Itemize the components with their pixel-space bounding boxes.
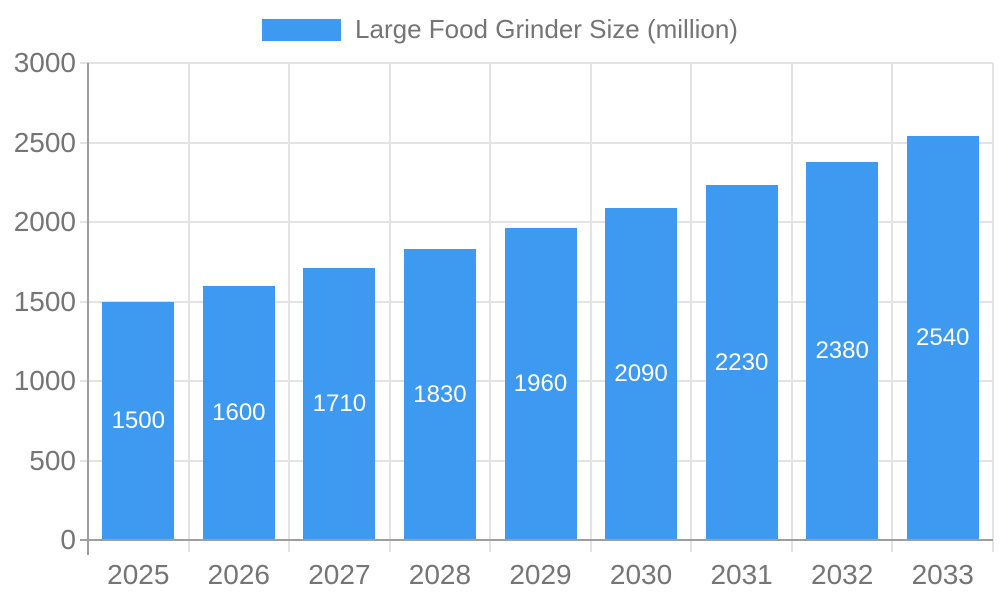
bar-2028[interactable] <box>403 249 476 540</box>
x-axis-tick-label-2033: 2033 <box>911 559 974 590</box>
gridline-vertical <box>187 63 190 552</box>
x-axis-baseline <box>80 539 993 541</box>
bar-value-label-2031: 2230 <box>714 348 769 376</box>
bar-2026[interactable] <box>202 285 275 540</box>
legend: Large Food Grinder Size (million) <box>0 14 1000 45</box>
y-axis-tick-label: 1000 <box>13 365 76 396</box>
x-axis-tick-label-2026: 2026 <box>207 559 270 590</box>
bar-2025[interactable] <box>102 301 175 540</box>
x-axis-tick-label-2029: 2029 <box>509 559 572 590</box>
bar-2029[interactable] <box>504 228 577 540</box>
gridline-vertical <box>891 63 894 552</box>
gridline-vertical <box>388 63 391 552</box>
x-axis-tick-label-2025: 2025 <box>107 559 170 590</box>
x-axis-tick-label-2030: 2030 <box>609 559 673 590</box>
gridline-horizontal <box>80 221 993 223</box>
bar-value-label-2027: 1710 <box>312 390 367 418</box>
x-axis-tick-label-2027: 2027 <box>308 559 371 590</box>
x-axis-tick-label-2028: 2028 <box>408 559 472 590</box>
gridline-vertical <box>690 63 693 552</box>
legend-swatch-icon <box>262 18 342 41</box>
bar-value-label-2033: 2540 <box>916 324 970 352</box>
gridline-horizontal <box>80 62 993 64</box>
y-axis-tick-label: 1500 <box>13 285 76 317</box>
gridline-vertical <box>790 63 793 552</box>
gridline-horizontal <box>80 141 993 144</box>
bar-2030[interactable] <box>605 207 678 540</box>
bar-value-label-2028: 1830 <box>413 380 467 408</box>
y-axis-tick-label: 0 <box>60 524 76 555</box>
bar-2033[interactable] <box>906 136 979 540</box>
y-axis-tick-label: 500 <box>29 444 76 476</box>
y-axis-tick-label: 2500 <box>13 126 76 158</box>
bar-2027[interactable] <box>303 268 376 540</box>
bar-value-label-2032: 2380 <box>815 336 869 364</box>
legend-item[interactable]: Large Food Grinder Size (million) <box>262 14 738 45</box>
y-axis-tick-label: 3000 <box>13 47 76 78</box>
bar-2031[interactable] <box>705 185 778 540</box>
bar-value-label-2029: 1960 <box>513 370 568 398</box>
x-axis-tick-label-2031: 2031 <box>710 559 773 590</box>
legend-label: Large Food Grinder Size (million) <box>355 14 738 44</box>
x-axis-tick-label-2032: 2032 <box>811 559 874 590</box>
gridline-vertical <box>489 63 492 552</box>
gridline-vertical <box>992 63 994 552</box>
gridline-vertical <box>589 63 592 552</box>
bar-value-label-2025: 1500 <box>111 406 165 434</box>
y-axis-line <box>87 63 89 555</box>
y-axis-tick-label: 2000 <box>13 206 76 237</box>
bar-2032[interactable] <box>806 161 879 540</box>
bar-value-label-2026: 1600 <box>212 398 266 426</box>
gridline-vertical <box>288 63 291 552</box>
bar-value-label-2030: 2090 <box>614 359 668 387</box>
